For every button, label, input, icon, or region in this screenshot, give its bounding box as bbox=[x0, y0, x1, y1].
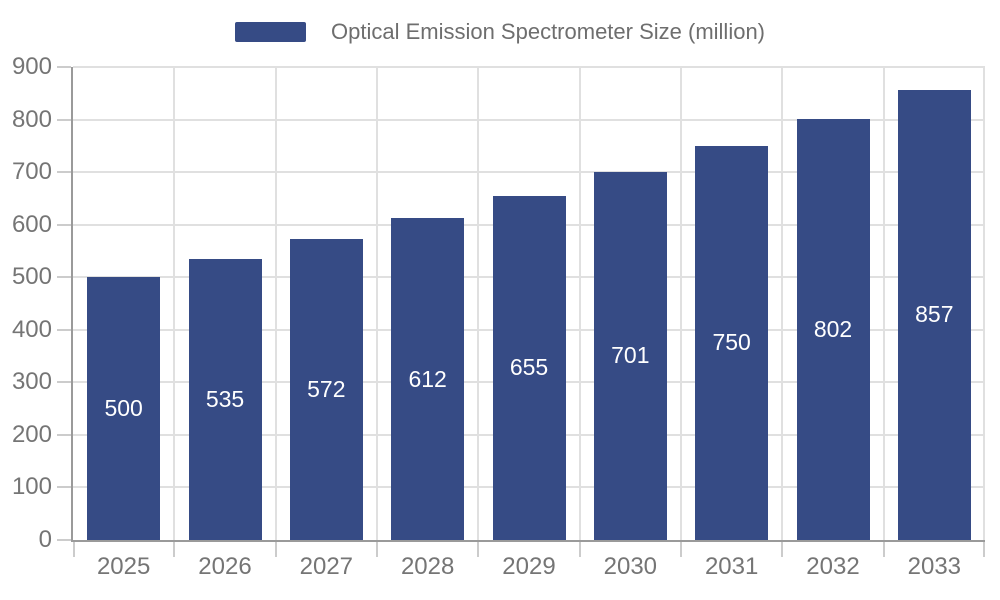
bar-2026[interactable]: 535 bbox=[188, 258, 262, 540]
x-gridline bbox=[477, 67, 480, 540]
bar-2027[interactable]: 572 bbox=[289, 239, 363, 540]
bar-value-label: 857 bbox=[915, 301, 954, 328]
x-axis-tick-label: 2029 bbox=[502, 553, 556, 580]
bar-value-label: 655 bbox=[509, 354, 549, 381]
y-axis-tick-label: 400 bbox=[11, 315, 52, 343]
x-gridline bbox=[376, 67, 378, 540]
y-axis-tick-label: 700 bbox=[11, 158, 52, 186]
x-axis-tick bbox=[578, 542, 581, 557]
x-axis-tick bbox=[983, 542, 985, 557]
y-axis-tick-label: 900 bbox=[11, 53, 52, 80]
y-axis-tick bbox=[57, 486, 71, 489]
y-axis-tick bbox=[57, 381, 71, 384]
y-gridline bbox=[73, 66, 985, 68]
x-gridline bbox=[882, 67, 885, 540]
y-axis-tick-label: 500 bbox=[11, 263, 52, 291]
bar-2025[interactable]: 500 bbox=[87, 277, 161, 540]
x-gridline bbox=[274, 67, 277, 540]
x-axis-tick bbox=[173, 542, 176, 557]
bar-value-label: 802 bbox=[813, 315, 853, 342]
x-axis-tick-label: 2025 bbox=[96, 553, 151, 580]
x-axis-tick bbox=[781, 542, 784, 557]
y-gridline bbox=[73, 171, 985, 174]
bar-value-label: 572 bbox=[307, 376, 346, 403]
legend-swatch[interactable] bbox=[234, 22, 306, 42]
y-axis-tick-label: 200 bbox=[11, 420, 52, 448]
legend[interactable]: Optical Emission Spectrometer Size (mill… bbox=[0, 19, 1000, 45]
y-axis-tick bbox=[57, 223, 71, 226]
y-axis-tick-label: 800 bbox=[11, 105, 52, 133]
bar-value-label: 612 bbox=[408, 365, 447, 392]
x-axis-tick bbox=[680, 542, 682, 557]
x-axis-line bbox=[71, 540, 985, 542]
x-axis-tick bbox=[274, 542, 277, 557]
x-axis-tick-label: 2028 bbox=[400, 553, 455, 580]
x-gridline bbox=[781, 67, 784, 540]
x-axis-tick bbox=[477, 542, 480, 557]
x-axis-tick bbox=[73, 542, 75, 557]
y-axis-tick bbox=[57, 539, 71, 541]
bar-value-label: 500 bbox=[104, 395, 143, 422]
legend-label[interactable]: Optical Emission Spectrometer Size (mill… bbox=[330, 19, 766, 44]
y-axis-line bbox=[71, 67, 73, 540]
x-axis-tick bbox=[376, 542, 378, 557]
bar-2032[interactable]: 802 bbox=[796, 118, 870, 540]
y-axis-tick bbox=[57, 276, 71, 279]
x-gridline bbox=[680, 67, 682, 540]
bar-value-label: 701 bbox=[611, 342, 650, 369]
bar-value-label: 535 bbox=[205, 385, 245, 412]
y-axis-tick bbox=[57, 171, 71, 174]
x-axis-tick-label: 2031 bbox=[704, 553, 759, 580]
y-axis-tick bbox=[57, 118, 71, 121]
y-axis-tick-label: 300 bbox=[11, 368, 52, 396]
y-axis-tick-label: 600 bbox=[11, 210, 52, 238]
x-gridline bbox=[578, 67, 581, 540]
bar-2030[interactable]: 701 bbox=[593, 171, 667, 540]
x-axis-tick-label: 2030 bbox=[603, 553, 658, 580]
y-axis-tick bbox=[57, 328, 71, 331]
y-axis-tick-label: 0 bbox=[38, 526, 52, 553]
x-axis-tick-label: 2026 bbox=[198, 553, 252, 580]
y-gridline bbox=[73, 118, 985, 121]
y-axis-tick bbox=[57, 433, 71, 436]
x-gridline bbox=[983, 67, 985, 540]
x-axis-tick-label: 2033 bbox=[907, 553, 962, 580]
plot-area: 0 100 200 300 400 500 600 700 800 900 500 2025 535 20… bbox=[12, 55, 985, 579]
bar-2031[interactable]: 750 bbox=[695, 145, 769, 540]
bar-2029[interactable]: 655 bbox=[492, 195, 566, 540]
x-axis-tick-label: 2032 bbox=[806, 553, 860, 580]
x-axis-tick-label: 2027 bbox=[299, 553, 354, 580]
bar-2033[interactable]: 857 bbox=[897, 89, 971, 540]
x-gridline bbox=[173, 67, 176, 540]
y-axis-tick bbox=[57, 66, 71, 68]
x-axis-tick bbox=[882, 542, 885, 557]
y-axis-tick-label: 100 bbox=[11, 473, 52, 501]
bar-2028[interactable]: 612 bbox=[391, 218, 465, 540]
bar-value-label: 750 bbox=[712, 329, 751, 356]
